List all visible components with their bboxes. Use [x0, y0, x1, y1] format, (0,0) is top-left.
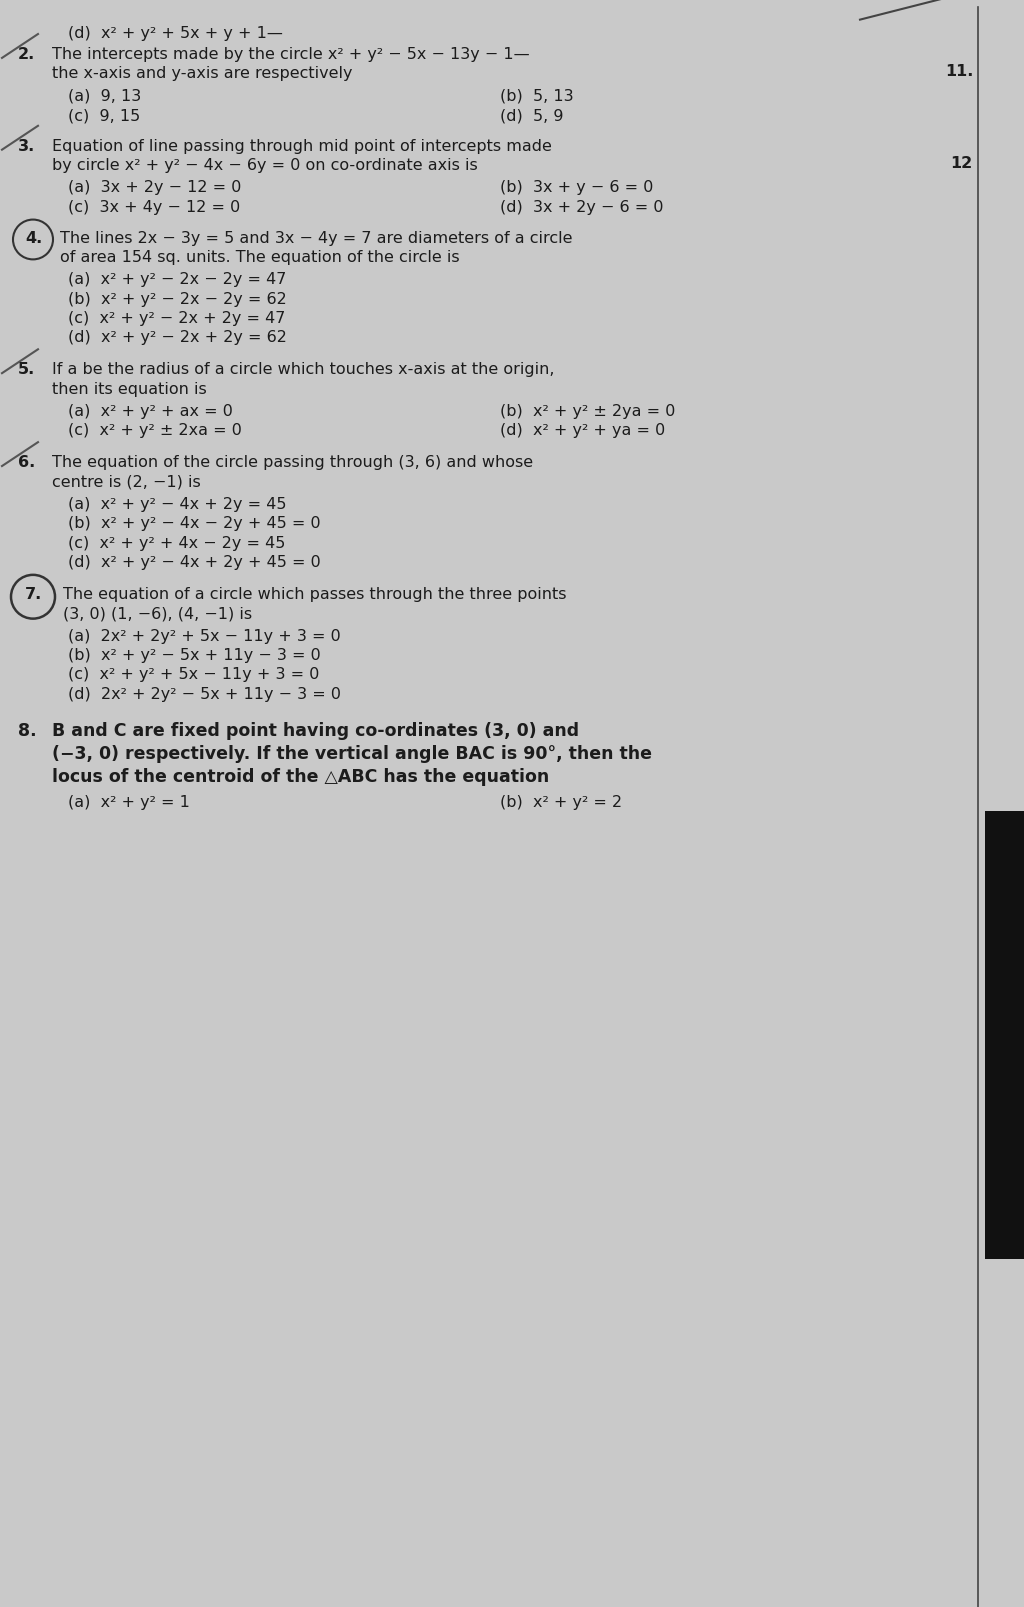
- Text: (a)  x² + y² − 4x + 2y = 45: (a) x² + y² − 4x + 2y = 45: [68, 497, 287, 511]
- Text: (b)  3x + y − 6 = 0: (b) 3x + y − 6 = 0: [500, 180, 653, 196]
- Text: locus of the centroid of the △ABC has the equation: locus of the centroid of the △ABC has th…: [52, 767, 549, 786]
- Text: 4.: 4.: [25, 230, 42, 246]
- Text: the x-axis and y-axis are respectively: the x-axis and y-axis are respectively: [52, 66, 352, 82]
- Text: (c)  x² + y² + 5x − 11y + 3 = 0: (c) x² + y² + 5x − 11y + 3 = 0: [68, 667, 319, 681]
- Text: (d)  x² + y² − 4x + 2y + 45 = 0: (d) x² + y² − 4x + 2y + 45 = 0: [68, 554, 321, 570]
- Text: (c)  3x + 4y − 12 = 0: (c) 3x + 4y − 12 = 0: [68, 199, 241, 215]
- Text: (b)  x² + y² = 2: (b) x² + y² = 2: [500, 794, 623, 810]
- Text: (c)  x² + y² ± 2xa = 0: (c) x² + y² ± 2xa = 0: [68, 423, 242, 439]
- Text: 3.: 3.: [18, 138, 35, 154]
- Text: 8.: 8.: [18, 722, 37, 739]
- Text: (d)  2x² + 2y² − 5x + 11y − 3 = 0: (d) 2x² + 2y² − 5x + 11y − 3 = 0: [68, 686, 341, 701]
- Text: (b)  x² + y² ± 2ya = 0: (b) x² + y² ± 2ya = 0: [500, 403, 676, 419]
- Text: (d)  3x + 2y − 6 = 0: (d) 3x + 2y − 6 = 0: [500, 199, 664, 215]
- Text: then its equation is: then its equation is: [52, 381, 207, 397]
- Text: (b)  x² + y² − 2x − 2y = 62: (b) x² + y² − 2x − 2y = 62: [68, 291, 287, 307]
- Text: (a)  3x + 2y − 12 = 0: (a) 3x + 2y − 12 = 0: [68, 180, 242, 196]
- Text: (d)  x² + y² + 5x + y + 1—: (d) x² + y² + 5x + y + 1—: [68, 26, 283, 40]
- Text: (a)  2x² + 2y² + 5x − 11y + 3 = 0: (a) 2x² + 2y² + 5x − 11y + 3 = 0: [68, 628, 341, 643]
- Text: (c)  9, 15: (c) 9, 15: [68, 108, 140, 124]
- Text: (b)  5, 13: (b) 5, 13: [500, 88, 573, 103]
- Text: (c)  x² + y² + 4x − 2y = 45: (c) x² + y² + 4x − 2y = 45: [68, 535, 286, 550]
- Text: 12: 12: [950, 156, 972, 170]
- Text: 5.: 5.: [18, 362, 35, 378]
- Text: (d)  x² + y² − 2x + 2y = 62: (d) x² + y² − 2x + 2y = 62: [68, 331, 287, 346]
- Text: Equation of line passing through mid point of intercepts made: Equation of line passing through mid poi…: [52, 138, 552, 154]
- Text: (−3, 0) respectively. If the vertical angle BAC is 90°, then the: (−3, 0) respectively. If the vertical an…: [52, 744, 652, 762]
- Text: The intercepts made by the circle x² + y² − 5x − 13y − 1—: The intercepts made by the circle x² + y…: [52, 47, 529, 63]
- Text: 2.: 2.: [18, 47, 35, 63]
- Text: (d)  x² + y² + ya = 0: (d) x² + y² + ya = 0: [500, 423, 666, 439]
- Text: by circle x² + y² − 4x − 6y = 0 on co-ordinate axis is: by circle x² + y² − 4x − 6y = 0 on co-or…: [52, 157, 478, 174]
- Text: (3, 0) (1, −6), (4, −1) is: (3, 0) (1, −6), (4, −1) is: [63, 606, 252, 620]
- Text: (c)  x² + y² − 2x + 2y = 47: (c) x² + y² − 2x + 2y = 47: [68, 310, 286, 326]
- Text: (a)  x² + y² = 1: (a) x² + y² = 1: [68, 794, 189, 810]
- Text: The equation of a circle which passes through the three points: The equation of a circle which passes th…: [63, 587, 566, 601]
- Text: centre is (2, −1) is: centre is (2, −1) is: [52, 474, 201, 489]
- Text: (a)  x² + y² − 2x − 2y = 47: (a) x² + y² − 2x − 2y = 47: [68, 272, 287, 288]
- Text: 7.: 7.: [25, 587, 42, 601]
- Text: (d)  5, 9: (d) 5, 9: [500, 108, 563, 124]
- Text: 6.: 6.: [18, 455, 35, 469]
- Text: (a)  9, 13: (a) 9, 13: [68, 88, 141, 103]
- Text: The lines 2x − 3y = 5 and 3x − 4y = 7 are diameters of a circle: The lines 2x − 3y = 5 and 3x − 4y = 7 ar…: [60, 230, 572, 246]
- Text: The equation of the circle passing through (3, 6) and whose: The equation of the circle passing throu…: [52, 455, 534, 469]
- Text: (b)  x² + y² − 5x + 11y − 3 = 0: (b) x² + y² − 5x + 11y − 3 = 0: [68, 648, 321, 662]
- Text: (a)  x² + y² + ax = 0: (a) x² + y² + ax = 0: [68, 403, 232, 419]
- Text: If a be the radius of a circle which touches x-axis at the origin,: If a be the radius of a circle which tou…: [52, 362, 555, 378]
- Text: of area 154 sq. units. The equation of the circle is: of area 154 sq. units. The equation of t…: [60, 249, 460, 265]
- Text: B and C are fixed point having co-ordinates (3, 0) and: B and C are fixed point having co-ordina…: [52, 722, 580, 739]
- Text: 11.: 11.: [945, 64, 974, 79]
- Bar: [985, 812, 1024, 1258]
- Text: (b)  x² + y² − 4x − 2y + 45 = 0: (b) x² + y² − 4x − 2y + 45 = 0: [68, 516, 321, 530]
